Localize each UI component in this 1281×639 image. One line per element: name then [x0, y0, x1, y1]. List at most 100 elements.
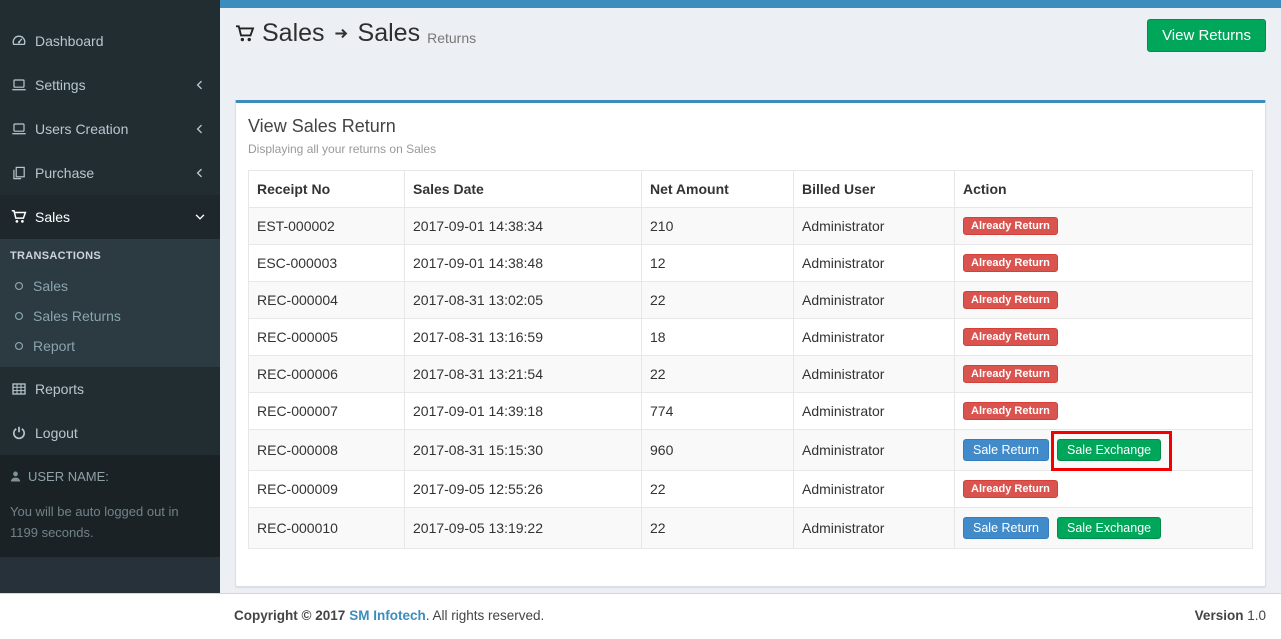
- sidebar-item-label: Settings: [35, 77, 86, 93]
- billed-user-cell: Administrator: [793, 392, 955, 430]
- net-amount-cell: 22: [641, 507, 794, 549]
- table-row: REC-000008 2017-08-31 15:15:30 960 Administ…: [248, 429, 1253, 471]
- submenu-item-label: Sales Returns: [33, 308, 121, 324]
- already-return-button[interactable]: Already Return: [963, 480, 1058, 498]
- column-header-sales-date: Sales Date: [404, 170, 642, 208]
- submenu-item-sales[interactable]: Sales: [0, 271, 220, 301]
- page-title-section: Sales: [357, 19, 421, 47]
- net-amount-cell: 12: [641, 244, 794, 282]
- sidebar-footer-spacer: [0, 557, 220, 593]
- billed-user-cell: Administrator: [793, 281, 955, 319]
- chevron-left-icon: [194, 79, 206, 91]
- page-title-subsection: Returns: [427, 29, 477, 46]
- tachometer-icon: [10, 33, 28, 49]
- action-cell: Sale Return Sale Exchange: [954, 507, 1253, 549]
- sidebar-item-label: Reports: [35, 381, 85, 397]
- sales-date-cell: 2017-08-31 13:21:54: [404, 355, 642, 393]
- submenu-item-label: Sales: [33, 278, 69, 294]
- laptop-icon: [10, 121, 28, 137]
- action-cell: Already Return: [954, 244, 1253, 282]
- footer: Copyright © 2017 SM Infotech. All rights …: [0, 593, 1281, 639]
- circle-icon: [12, 308, 25, 324]
- main-content: Sales Sales Returns View Returns View Sa…: [220, 0, 1281, 593]
- action-cell: Already Return: [954, 392, 1253, 430]
- submenu-header: TRANSACTIONS: [10, 250, 101, 262]
- billed-user-cell: Administrator: [793, 470, 955, 508]
- copy-icon: [10, 165, 28, 181]
- action-cell: Already Return: [954, 318, 1253, 356]
- sales-date-cell: 2017-08-31 13:02:05: [404, 281, 642, 319]
- user-name-label: USER NAME:: [28, 468, 109, 484]
- sales-date-cell: 2017-09-01 14:38:34: [404, 207, 642, 245]
- sidebar-item-purchase[interactable]: Purchase: [0, 151, 220, 195]
- net-amount-cell: 210: [641, 207, 794, 245]
- submenu-item-report[interactable]: Report: [0, 331, 220, 361]
- chevron-left-icon: [194, 123, 206, 135]
- submenu-item-sales-returns[interactable]: Sales Returns: [0, 301, 220, 331]
- sales-date-cell: 2017-08-31 15:15:30: [404, 429, 642, 471]
- table-header-row: Receipt No Sales Date Net Amount Billed Use…: [248, 170, 1253, 208]
- sales-return-panel: View Sales Return Displaying all your re…: [235, 100, 1266, 587]
- table-row: ESC-000003 2017-09-01 14:38:48 12 Administr…: [248, 244, 1253, 282]
- net-amount-cell: 774: [641, 392, 794, 430]
- already-return-button[interactable]: Already Return: [963, 254, 1058, 272]
- table-icon: [10, 381, 28, 397]
- sale-exchange-button[interactable]: Sale Exchange: [1057, 439, 1162, 461]
- net-amount-cell: 18: [641, 318, 794, 356]
- laptop-icon: [10, 77, 28, 93]
- sales-date-cell: 2017-09-01 14:39:18: [404, 392, 642, 430]
- sidebar-item-settings[interactable]: Settings: [0, 63, 220, 107]
- table-row: REC-000007 2017-09-01 14:39:18 774 Administ…: [248, 392, 1253, 430]
- submenu-item-label: Report: [33, 338, 76, 354]
- view-returns-button[interactable]: View Returns: [1147, 19, 1266, 52]
- already-return-button[interactable]: Already Return: [963, 402, 1058, 420]
- chevron-left-icon: [194, 167, 206, 179]
- net-amount-cell: 22: [641, 470, 794, 508]
- sidebar-menu-lower: Reports Logout: [0, 367, 220, 455]
- column-header-receipt-no: Receipt No: [248, 170, 405, 208]
- version-value: 1.0: [1247, 608, 1266, 623]
- sales-date-cell: 2017-08-31 13:16:59: [404, 318, 642, 356]
- panel-title: View Sales Return: [248, 116, 396, 136]
- column-header-net-amount: Net Amount: [641, 170, 794, 208]
- already-return-button[interactable]: Already Return: [963, 291, 1058, 309]
- column-header-billed-user: Billed User: [793, 170, 955, 208]
- table-row: REC-000004 2017-08-31 13:02:05 22 Administr…: [248, 281, 1253, 319]
- copyright: Copyright © 2017 SM Infotech. All rights …: [234, 608, 544, 639]
- receipt-no-cell: REC-000010: [248, 507, 405, 549]
- sidebar-item-dashboard[interactable]: Dashboard: [0, 19, 220, 63]
- page-title: Sales Sales Returns: [235, 19, 476, 48]
- sidebar-item-label: Dashboard: [35, 33, 104, 49]
- table-row: REC-000010 2017-09-05 13:19:22 22 Administr…: [248, 507, 1253, 549]
- billed-user-cell: Administrator: [793, 207, 955, 245]
- cart-icon: [235, 24, 255, 44]
- sidebar-item-reports[interactable]: Reports: [0, 367, 220, 411]
- sale-return-button[interactable]: Sale Return: [963, 439, 1050, 461]
- sidebar: Dashboard Settings Users Creation Purchase S…: [0, 0, 220, 593]
- already-return-button[interactable]: Already Return: [963, 217, 1058, 235]
- sidebar-item-label: Sales: [35, 209, 71, 225]
- sidebar-item-sales[interactable]: Sales: [0, 195, 220, 239]
- sidebar-item-users-creation[interactable]: Users Creation: [0, 107, 220, 151]
- version-label: Version: [1194, 608, 1244, 623]
- sidebar-item-logout[interactable]: Logout: [0, 411, 220, 455]
- receipt-no-cell: REC-000006: [248, 355, 405, 393]
- already-return-button[interactable]: Already Return: [963, 328, 1058, 346]
- table-row: EST-000002 2017-09-01 14:38:34 210 Administ…: [248, 207, 1253, 245]
- table-row: REC-000005 2017-08-31 13:16:59 18 Administr…: [248, 318, 1253, 356]
- action-cell: Already Return: [954, 470, 1253, 508]
- sale-exchange-button[interactable]: Sale Exchange: [1057, 517, 1162, 539]
- sale-return-button[interactable]: Sale Return: [963, 517, 1050, 539]
- circle-icon: [12, 338, 25, 354]
- brand-link[interactable]: SM Infotech: [349, 608, 426, 623]
- action-cell: Already Return: [954, 355, 1253, 393]
- sidebar-submenu: TRANSACTIONS Sales Sales Returns Report: [0, 239, 220, 367]
- net-amount-cell: 22: [641, 355, 794, 393]
- already-return-button[interactable]: Already Return: [963, 365, 1058, 383]
- receipt-no-cell: REC-000009: [248, 470, 405, 508]
- sales-date-cell: 2017-09-05 13:19:22: [404, 507, 642, 549]
- sidebar-item-label: Users Creation: [35, 121, 129, 137]
- page-title-primary: Sales: [262, 19, 325, 47]
- billed-user-cell: Administrator: [793, 429, 955, 471]
